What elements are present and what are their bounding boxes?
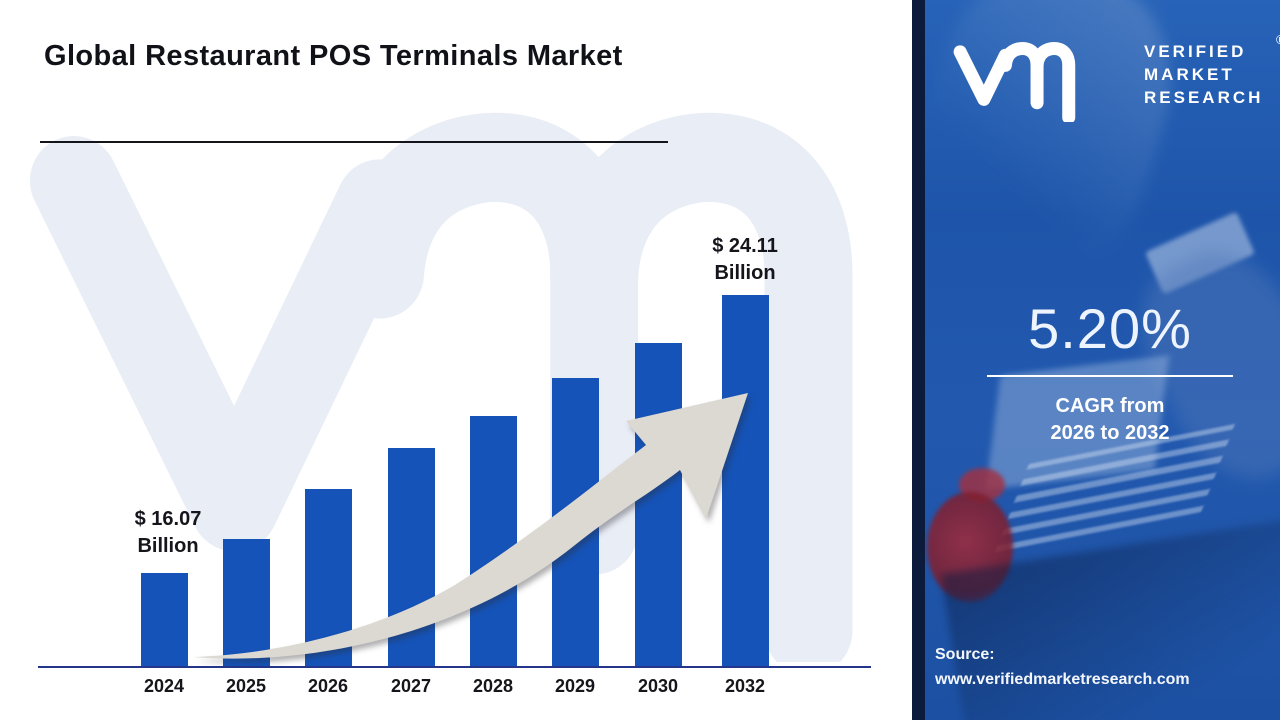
growth-arrow-icon [193,393,748,659]
plot-area: 2024 2025 2026 2027 2028 2029 2030 2032 $ 16.07 B… [38,233,871,696]
stat-divider [987,375,1233,377]
bar-2032 [721,295,769,666]
bar-2026 [304,489,352,666]
bar-2029 [551,378,599,666]
sidebar: VERIFIED MARKET RESEARCH ® 5.20% CAGR fr… [912,0,1280,720]
value-label-2024: $ 16.07 Billion [88,506,248,560]
x-tick-label-2030: 2030 [637,676,679,696]
bar-2028 [469,416,517,666]
x-tick-label-2028: 2028 [472,676,514,696]
brand-word-market: MARKET [1144,65,1235,84]
x-tick-label-2024: 2024 [143,676,185,696]
vmr-logo-icon [953,41,1076,122]
value-amount: $ 16.07 [134,508,202,530]
value-unit: Billion [714,262,776,284]
brand-word-research: RESEARCH [1144,88,1264,107]
bar-2030 [634,343,682,666]
source-block: Source: www.verifiedmarketresearch.com [935,642,1275,692]
value-unit: Billion [137,535,199,557]
source-url-link[interactable]: www.verifiedmarketresearch.com [935,671,1190,688]
x-tick-label-2026: 2026 [307,676,349,696]
cagr-value: 5.20% [1028,297,1192,360]
brand-wordmark: VERIFIED MARKET RESEARCH [1144,40,1280,109]
cagr-stat-block: 5.20% CAGR from 2026 to 2032 [950,296,1270,447]
x-tick-label-2032: 2032 [724,676,766,696]
title-underline [40,141,668,143]
bar-2024 [140,573,188,666]
source-label: Source: [935,646,995,663]
cagr-caption-line2: 2026 to 2032 [1050,422,1170,444]
x-axis-line [38,666,871,668]
registered-trademark-icon: ® [1276,32,1280,47]
bar-2027 [387,448,435,666]
value-label-2032: $ 24.11 Billion [665,233,825,287]
cagr-caption-line1: CAGR from [1055,395,1165,417]
brand-word-verified: VERIFIED [1144,42,1247,61]
value-amount: $ 24.11 [712,235,778,257]
x-tick-label-2029: 2029 [554,676,596,696]
chart-panel: Global Restaurant POS Terminals Market 2… [29,40,871,696]
x-tick-label-2027: 2027 [390,676,432,696]
x-tick-label-2025: 2025 [225,676,267,696]
sidebar-left-border [912,0,925,720]
page-title: Global Restaurant POS Terminals Market [44,40,623,72]
sidebar-photo-background [912,0,1280,720]
